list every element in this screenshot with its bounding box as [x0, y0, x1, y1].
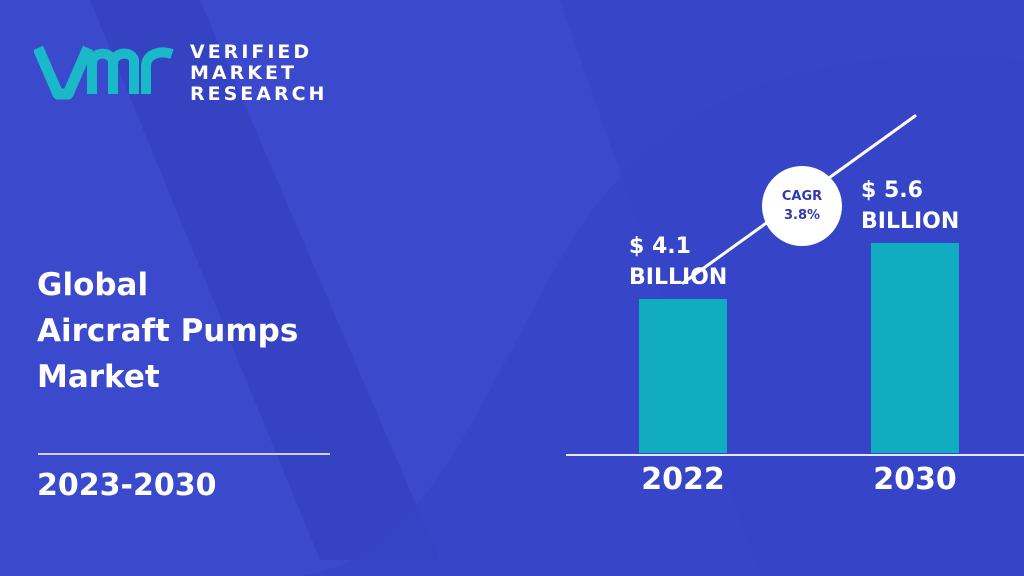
cagr-value: 3.8%: [783, 208, 821, 223]
title-line-1: Global: [37, 267, 149, 303]
value-label-2022: $ 4.1 BILLION: [629, 231, 727, 293]
cagr-label: CAGR: [781, 189, 823, 204]
logo-text-market: MARKET: [190, 62, 297, 84]
value-label-2030: $ 5.6 BILLION: [861, 175, 959, 237]
cagr-badge: CAGR 3.8%: [762, 166, 842, 246]
value-label-2030-amount: $ 5.6: [861, 178, 923, 203]
x-tick-2022: 2022: [641, 462, 725, 497]
title-line-3: Market: [37, 359, 160, 395]
verified-market-research-logo: [34, 45, 174, 100]
forecast-period: 2023-2030: [37, 468, 217, 503]
divider: [38, 453, 330, 455]
logo-text-verified: VERIFIED: [190, 41, 313, 63]
logo-text-research: RESEARCH: [190, 83, 328, 105]
value-label-2030-unit: BILLION: [861, 209, 960, 234]
x-axis-baseline: [566, 454, 1024, 456]
bar-2022: [639, 299, 727, 453]
value-label-2022-unit: BILLION: [629, 265, 728, 291]
title-line-2: Aircraft Pumps: [37, 313, 299, 349]
bar-2030: [871, 243, 959, 453]
value-label-2022-amount: $ 4.1: [629, 234, 691, 260]
x-tick-2030: 2030: [873, 462, 957, 497]
